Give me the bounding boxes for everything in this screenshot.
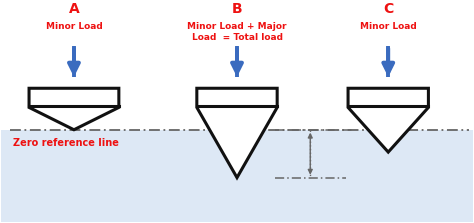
Text: Minor Load + Major
Load  = Total load: Minor Load + Major Load = Total load xyxy=(187,22,287,42)
Text: Minor Load: Minor Load xyxy=(360,22,417,31)
Text: C: C xyxy=(383,2,393,16)
Polygon shape xyxy=(197,88,277,178)
Text: Minor Load: Minor Load xyxy=(46,22,102,31)
Text: A: A xyxy=(69,2,79,16)
Text: Zero reference line: Zero reference line xyxy=(12,138,118,148)
Bar xyxy=(0,130,474,222)
Polygon shape xyxy=(29,88,119,130)
Polygon shape xyxy=(348,88,428,152)
Text: B: B xyxy=(232,2,242,16)
